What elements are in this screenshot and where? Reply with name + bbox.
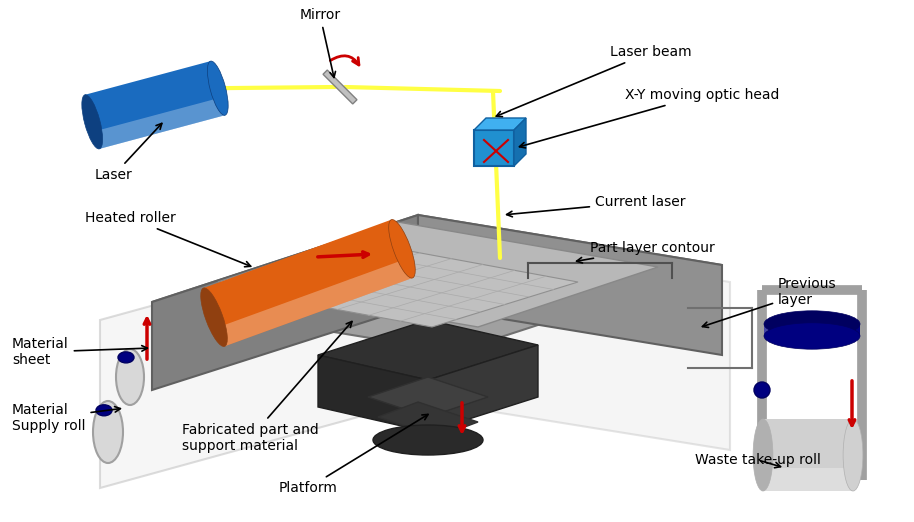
Polygon shape [764,324,860,336]
Polygon shape [152,215,722,352]
Polygon shape [474,118,526,130]
Text: Fabricated part and
support material: Fabricated part and support material [182,322,352,453]
Polygon shape [474,130,514,166]
Polygon shape [514,118,526,166]
Polygon shape [318,355,428,432]
Polygon shape [100,232,420,488]
Ellipse shape [373,425,483,455]
Text: Platform: Platform [279,414,428,495]
Polygon shape [368,377,488,417]
Text: Waste take-up roll: Waste take-up roll [695,453,821,468]
Text: Laser: Laser [95,123,162,182]
Text: Previous
layer: Previous layer [702,277,836,327]
Text: Part layer contour: Part layer contour [577,241,715,263]
Polygon shape [418,215,722,355]
Polygon shape [763,419,853,491]
Polygon shape [218,259,412,346]
Text: Current laser: Current laser [506,195,686,217]
Polygon shape [204,220,412,346]
Ellipse shape [116,349,144,405]
Text: Laser beam: Laser beam [496,45,692,116]
Ellipse shape [388,220,415,278]
Ellipse shape [207,61,228,115]
Ellipse shape [96,405,112,416]
Text: Mirror: Mirror [300,8,341,77]
Polygon shape [85,61,225,149]
Ellipse shape [754,382,770,398]
FancyArrowPatch shape [330,56,359,65]
Ellipse shape [201,288,228,347]
Text: Material
sheet: Material sheet [12,337,147,367]
Text: Heated roller: Heated roller [85,211,250,267]
Ellipse shape [118,352,134,363]
Polygon shape [428,345,538,432]
Text: X-Y moving optic head: X-Y moving optic head [519,88,780,148]
Polygon shape [318,320,538,380]
Polygon shape [764,324,795,336]
Polygon shape [95,98,225,149]
Polygon shape [152,215,418,390]
Polygon shape [242,247,578,327]
Ellipse shape [82,94,102,149]
Text: Material
Supply roll: Material Supply roll [12,403,121,433]
Polygon shape [218,222,658,327]
Ellipse shape [843,419,863,491]
Polygon shape [378,402,478,437]
Ellipse shape [753,419,773,491]
Ellipse shape [764,311,860,337]
Polygon shape [420,232,730,450]
Polygon shape [763,468,853,491]
Polygon shape [323,70,357,104]
Ellipse shape [93,401,123,463]
Ellipse shape [764,323,860,349]
